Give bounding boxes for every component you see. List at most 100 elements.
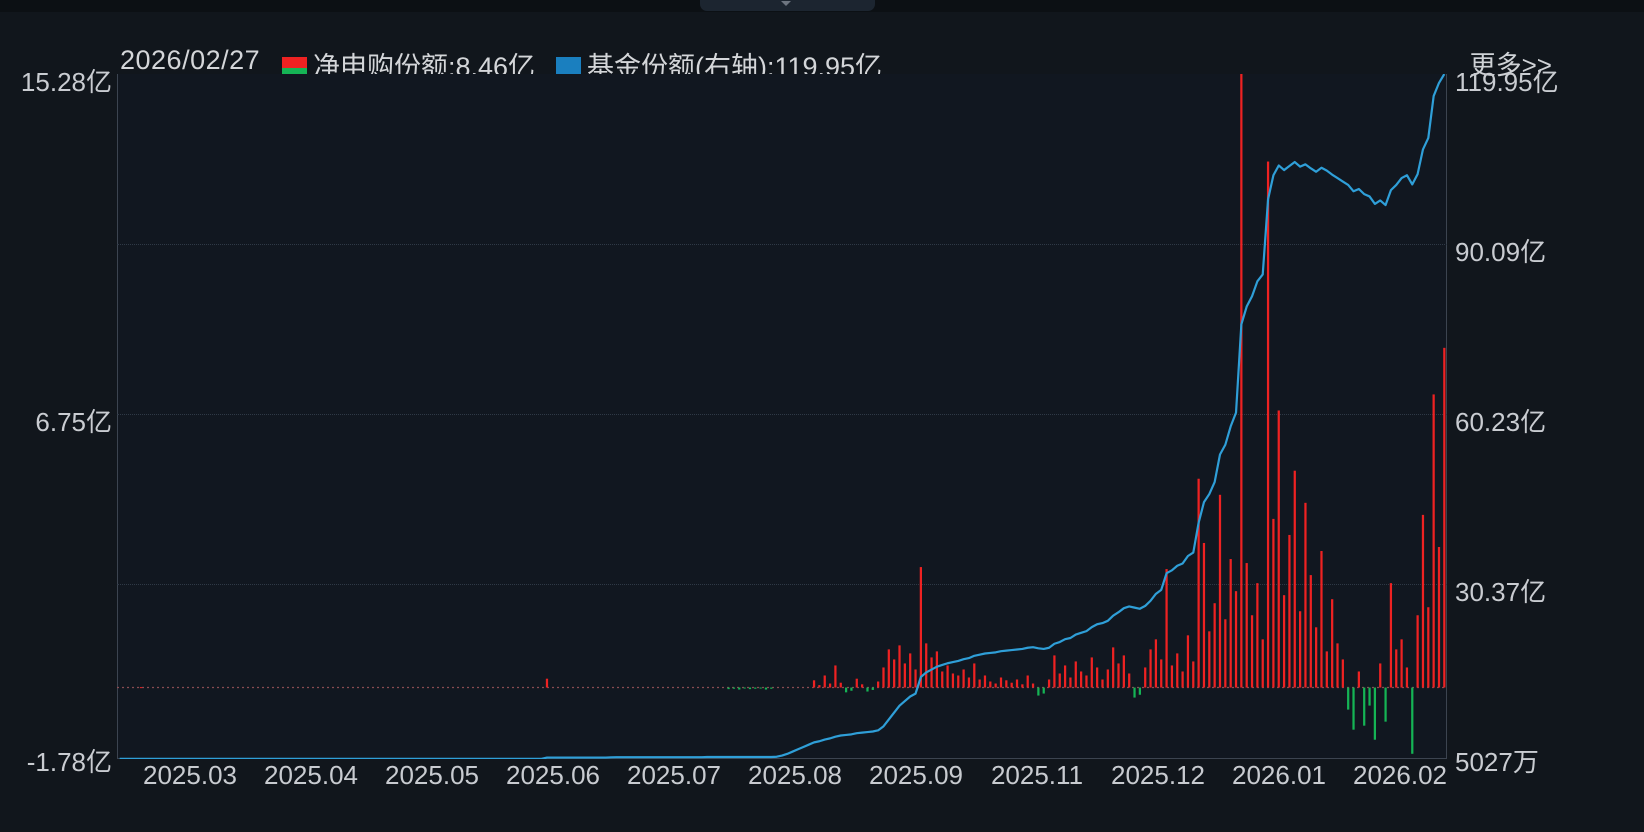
bar: [919, 567, 922, 688]
bar: [1395, 649, 1398, 688]
bar: [1090, 657, 1093, 688]
bar: [1063, 665, 1067, 688]
plot-area[interactable]: [117, 74, 1447, 759]
gridline-1: [117, 244, 1447, 245]
chart-header: 2026/02/27 净申购份额:8.46亿 基金份额(右轴):119.95亿 …: [0, 18, 1644, 82]
bar: [871, 687, 874, 690]
bar: [1112, 647, 1115, 688]
bar: [1165, 569, 1168, 688]
legend-swatch-net-subscription-icon: [282, 57, 307, 79]
x-axis-tick-3: 2025.06: [506, 760, 600, 790]
bar: [898, 645, 901, 688]
bar: [1416, 615, 1419, 688]
bar: [887, 649, 890, 688]
bar: [748, 687, 752, 690]
bar: [1053, 655, 1056, 688]
bar: [1331, 599, 1334, 688]
bar: [850, 687, 853, 691]
bar: [1443, 347, 1446, 688]
bar: [1181, 671, 1184, 688]
bar: [914, 669, 917, 688]
x-axis-tick-0: 2025.03: [143, 760, 237, 790]
bar: [139, 687, 143, 689]
bar-series: [139, 74, 1446, 754]
bar: [1186, 635, 1190, 688]
bar: [1347, 687, 1350, 710]
bar: [1170, 665, 1174, 688]
bar: [834, 665, 837, 688]
x-axis-tick-4: 2025.07: [627, 760, 721, 790]
bar: [1058, 673, 1061, 688]
bar: [1202, 542, 1206, 688]
bar: [1368, 687, 1371, 706]
bar: [1421, 514, 1425, 688]
bar: [1015, 679, 1019, 688]
bar: [1047, 679, 1051, 688]
bar: [1293, 470, 1296, 688]
bar: [1427, 607, 1430, 688]
bar: [1117, 663, 1120, 688]
bar: [866, 687, 869, 692]
bar: [1101, 679, 1104, 688]
bar: [1379, 663, 1382, 688]
bar: [903, 663, 906, 688]
bar: [1128, 673, 1131, 688]
bar: [743, 687, 746, 689]
bar: [1069, 677, 1072, 688]
bar: [1229, 559, 1232, 688]
bar: [909, 653, 912, 688]
bar: [1154, 639, 1158, 688]
bar: [1437, 546, 1441, 688]
gridline-3: [117, 584, 1447, 585]
bar: [812, 680, 816, 688]
bar: [770, 687, 773, 689]
bar: [732, 687, 736, 689]
chart-canvas: [117, 74, 1447, 759]
bar: [1218, 494, 1222, 688]
bar: [1234, 591, 1238, 688]
bar: [957, 675, 960, 688]
chevron-down-icon[interactable]: [781, 1, 791, 6]
bar: [1106, 669, 1109, 688]
bar: [1261, 639, 1264, 688]
y-axis-right-tick-0: 119.95亿: [1455, 67, 1559, 97]
bar: [935, 651, 939, 688]
bar: [818, 685, 821, 688]
x-axis-tick-8: 2025.12: [1111, 760, 1205, 790]
line-series: [119, 74, 1446, 759]
y-axis-right-tick-3: 30.37亿: [1455, 577, 1547, 607]
x-axis-tick-1: 2025.04: [264, 760, 358, 790]
bar: [877, 681, 880, 688]
bar: [951, 673, 955, 688]
bar: [1021, 684, 1024, 688]
bar: [1272, 518, 1275, 688]
bar: [1133, 687, 1136, 698]
y-axis-right-tick-1: 90.09亿: [1455, 237, 1547, 267]
bar: [1432, 394, 1435, 688]
bar: [1400, 639, 1403, 688]
bar: [1309, 575, 1312, 688]
bar: [1384, 687, 1387, 722]
bar: [1031, 683, 1035, 688]
bar: [1213, 603, 1216, 688]
bar: [1240, 74, 1243, 688]
bar: [1037, 687, 1040, 696]
bar: [1320, 551, 1323, 688]
bar: [1079, 671, 1083, 688]
bar: [1405, 667, 1409, 688]
x-axis-tick-7: 2025.11: [990, 760, 1084, 790]
bar: [844, 687, 848, 693]
bar: [1411, 687, 1414, 754]
bar: [1149, 649, 1152, 688]
bar: [1074, 661, 1077, 688]
bar: [828, 683, 832, 688]
more-link[interactable]: 更多>>: [1469, 50, 1552, 80]
bar: [1208, 631, 1211, 688]
bar: [1160, 659, 1163, 688]
bar: [1325, 651, 1328, 688]
y-axis-left-tick-1: 6.75亿: [35, 407, 112, 437]
legend-swatch-fund-shares-icon: [556, 57, 581, 79]
bar: [1357, 671, 1360, 688]
x-axis-tick-9: 2026.01: [1232, 760, 1326, 790]
